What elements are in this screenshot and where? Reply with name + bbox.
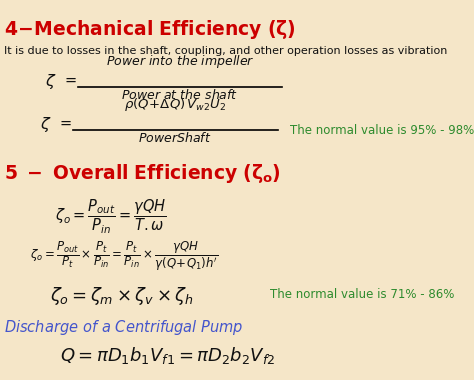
Text: $\rho(Q\!+\!\Delta Q)\,V_{w2}U_2$: $\rho(Q\!+\!\Delta Q)\,V_{w2}U_2$ bbox=[124, 96, 226, 113]
Text: $\mathbf{5\ -\ Overall\ Efficiency\ (\zeta_o)}$: $\mathbf{5\ -\ Overall\ Efficiency\ (\ze… bbox=[4, 162, 281, 185]
Text: $\mathit{Discharge\ of\ a\ Centrifugal\ Pump}$: $\mathit{Discharge\ of\ a\ Centrifugal\ … bbox=[4, 318, 244, 337]
Text: $\zeta$: $\zeta$ bbox=[40, 115, 52, 134]
Text: The normal value is 71% - 86%: The normal value is 71% - 86% bbox=[270, 288, 455, 301]
Text: $=$: $=$ bbox=[57, 115, 73, 130]
Text: It is due to losses in the shaft, coupling, and other operation losses as vibrat: It is due to losses in the shaft, coupli… bbox=[4, 46, 447, 56]
Text: $\mathbf{\mathit{Power\ at\ the\ shaft}}$: $\mathbf{\mathit{Power\ at\ the\ shaft}}… bbox=[121, 88, 238, 102]
Text: $\mathbf{\mathit{PowerShaft}}$: $\mathbf{\mathit{PowerShaft}}$ bbox=[138, 131, 212, 145]
Text: $\zeta_o = \dfrac{P_{out}}{P_t} \times \dfrac{P_t}{P_{in}} = \dfrac{P_t}{P_{in}}: $\zeta_o = \dfrac{P_{out}}{P_t} \times \… bbox=[30, 240, 219, 273]
Text: $\zeta$: $\zeta$ bbox=[45, 72, 56, 91]
Text: $Q = \pi D_1 b_1 V_{f1} = \pi D_2 b_2 V_{f2}$: $Q = \pi D_1 b_1 V_{f1} = \pi D_2 b_2 V_… bbox=[60, 345, 275, 366]
Text: The normal value is 95% - 98%: The normal value is 95% - 98% bbox=[290, 124, 474, 136]
Text: $=$: $=$ bbox=[62, 72, 77, 87]
Text: $\zeta_o = \zeta_m \times \zeta_v \times \zeta_h$: $\zeta_o = \zeta_m \times \zeta_v \times… bbox=[50, 285, 193, 307]
Text: $\zeta_o = \dfrac{P_{out}}{P_{in}} = \dfrac{\gamma QH}{T.\omega}$: $\zeta_o = \dfrac{P_{out}}{P_{in}} = \df… bbox=[55, 198, 167, 236]
Text: $\mathbf{4\!-\!Mechanical\ Efficiency\ (\zeta)}$: $\mathbf{4\!-\!Mechanical\ Efficiency\ (… bbox=[4, 18, 296, 41]
Text: $\mathbf{\mathit{Power\ into\ the\ impeller}}$: $\mathbf{\mathit{Power\ into\ the\ impel… bbox=[106, 53, 254, 70]
